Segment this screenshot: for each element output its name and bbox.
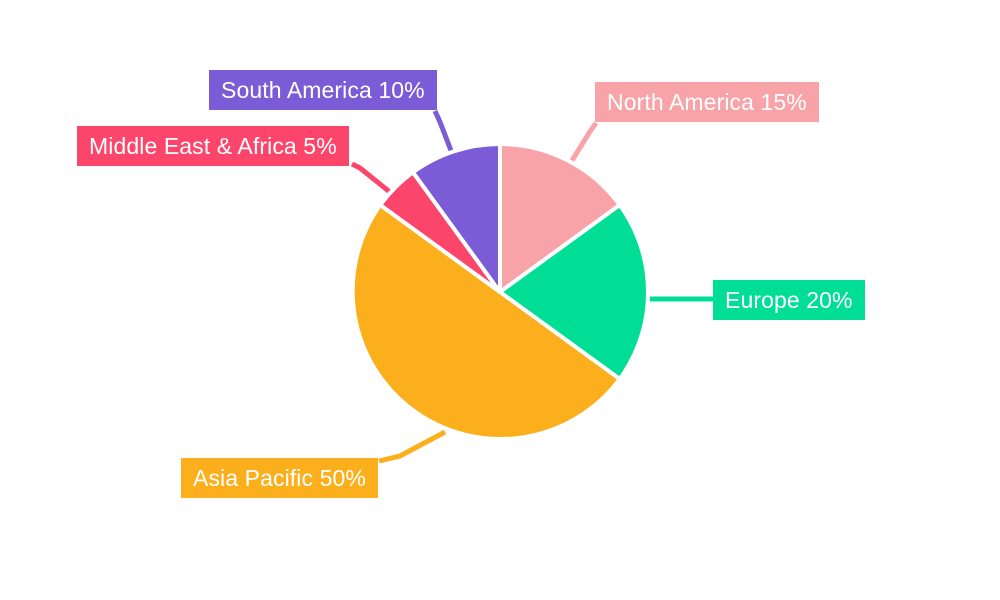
- pie-label-text: North America 15%: [607, 88, 807, 115]
- pie-wedge-europe[interactable]: [498, 203, 650, 381]
- pie-wedge-south-america[interactable]: [411, 142, 502, 294]
- leader-lines: [350, 109, 714, 464]
- pie-wedges: [350, 142, 650, 441]
- pie-label-text: Europe 20%: [725, 286, 853, 313]
- pie-wedge-north-america[interactable]: [498, 142, 622, 294]
- pie-label-text: Middle East & Africa 5%: [89, 132, 337, 159]
- leader-line-north-america: [565, 121, 599, 169]
- pie-label-north-america: North America 15%: [595, 82, 819, 122]
- leader-line-asia-pacific: [378, 429, 447, 464]
- pie-label-text: South America 10%: [221, 76, 425, 103]
- leader-line-middle-east-africa: [350, 161, 398, 199]
- pie-wedge-asia-pacific[interactable]: [350, 203, 622, 441]
- pie-label-europe: Europe 20%: [713, 280, 865, 320]
- pie-label-middle-east-africa: Middle East & Africa 5%: [77, 126, 349, 166]
- pie-label-south-america: South America 10%: [209, 70, 437, 110]
- pie-label-text: Asia Pacific 50%: [193, 464, 366, 491]
- leader-line-south-america: [432, 109, 458, 162]
- pie-label-asia-pacific: Asia Pacific 50%: [181, 458, 378, 498]
